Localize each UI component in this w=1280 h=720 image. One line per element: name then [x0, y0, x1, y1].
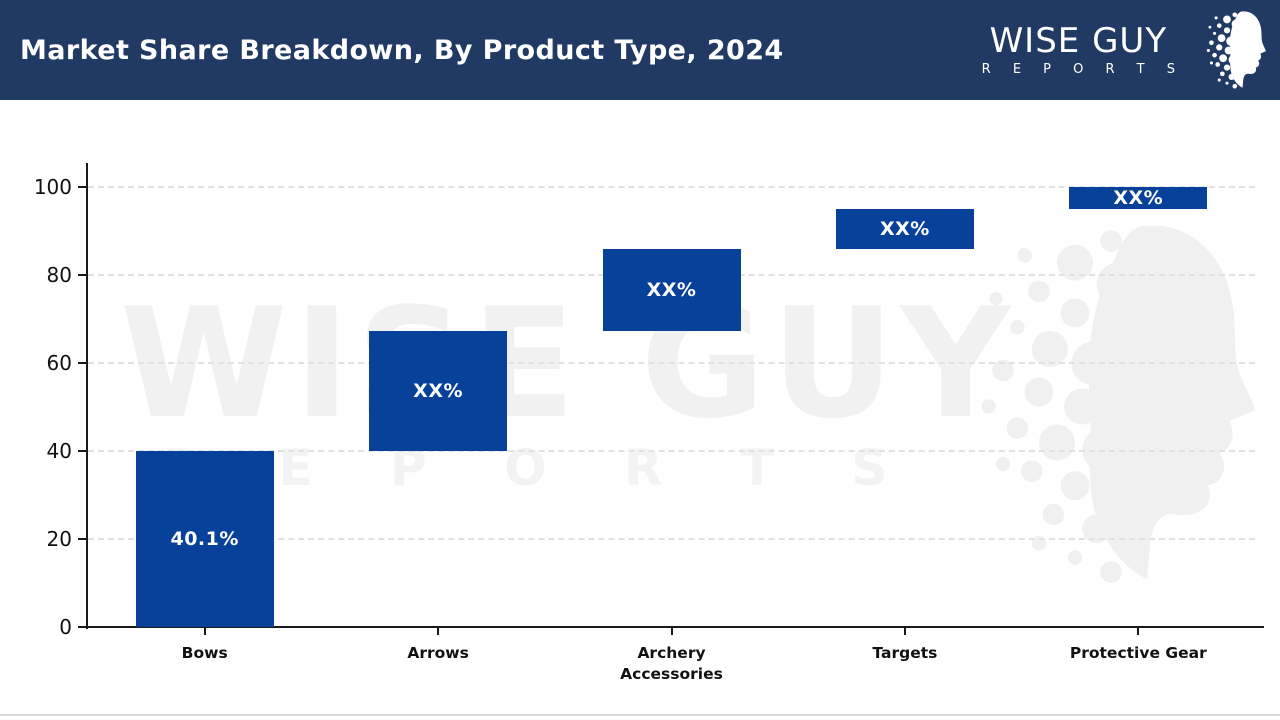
x-category-label: Bows — [181, 644, 228, 662]
logo-wordmark-line1: WISE GUY — [989, 20, 1168, 61]
bar-value-label: XX% — [413, 379, 464, 402]
bar-arrows: XX% — [369, 330, 508, 451]
logo-wordmark-line2: R E P O R T S — [981, 61, 1184, 77]
y-tick-label: 100 — [33, 175, 72, 199]
wiseguy-logo: WISE GUY R E P O R T S — [973, 7, 1266, 94]
logo-wordmark: WISE GUY R E P O R T S — [973, 24, 1184, 77]
y-tick-label: 20 — [46, 527, 72, 551]
y-tick-mark — [78, 450, 86, 452]
y-tick-mark — [78, 186, 86, 188]
x-category-label: Targets — [872, 644, 938, 662]
y-tick-label: 80 — [46, 263, 72, 287]
y-tick-mark — [78, 362, 86, 364]
x-axis-line — [86, 626, 1264, 628]
bar-value-label: XX% — [646, 279, 697, 302]
header: Market Share Breakdown, By Product Type,… — [0, 0, 1280, 100]
plot-area: 0 20 40 60 80 100 40.1% Bows XX% Arrows XX% Archery… — [34, 163, 1264, 683]
y-tick-label: 40 — [46, 439, 72, 463]
y-tick-mark — [78, 274, 86, 276]
y-axis-line — [86, 163, 88, 629]
bar-targets: XX% — [835, 208, 974, 250]
y-tick-mark — [78, 626, 86, 628]
page-title: Market Share Breakdown, By Product Type,… — [20, 34, 784, 66]
gridline — [88, 450, 1255, 452]
bottom-divider — [0, 714, 1280, 716]
bar-value-label: XX% — [879, 218, 930, 240]
bar-protective-gear: XX% — [1069, 186, 1208, 209]
bar-archery-accessories: XX% — [602, 249, 741, 331]
gridline — [88, 362, 1255, 364]
x-tick-mark — [903, 628, 906, 635]
bar-value-label: 40.1% — [170, 527, 239, 550]
bar-value-label: XX% — [1113, 186, 1164, 209]
x-tick-mark — [437, 628, 440, 635]
watermark-head-icon — [981, 225, 1255, 583]
x-tick-mark — [203, 628, 206, 635]
x-tick-mark — [670, 628, 673, 635]
y-tick-label: 0 — [59, 615, 72, 639]
gridline — [88, 538, 1255, 540]
x-tick-mark — [1137, 628, 1140, 635]
x-category-label: Archery Accessories — [620, 644, 723, 683]
gridline — [88, 186, 1255, 188]
y-tick-mark — [78, 538, 86, 540]
logo-head-icon — [1206, 10, 1266, 89]
bar-bows: 40.1% — [135, 450, 274, 627]
y-tick-label: 60 — [46, 351, 72, 375]
x-category-label: Protective Gear — [1069, 644, 1207, 662]
x-category-label: Arrows — [407, 644, 469, 662]
